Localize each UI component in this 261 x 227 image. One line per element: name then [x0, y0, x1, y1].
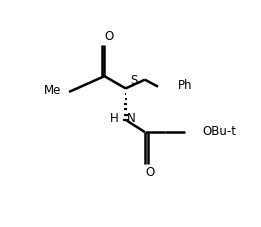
Text: O: O — [145, 166, 155, 179]
Text: Ph: Ph — [178, 79, 193, 92]
Text: H: H — [110, 112, 118, 125]
Text: S: S — [131, 74, 138, 87]
Text: O: O — [105, 30, 114, 43]
Text: N: N — [127, 112, 136, 125]
Text: OBu-t: OBu-t — [203, 125, 236, 138]
Text: Me: Me — [44, 84, 61, 97]
